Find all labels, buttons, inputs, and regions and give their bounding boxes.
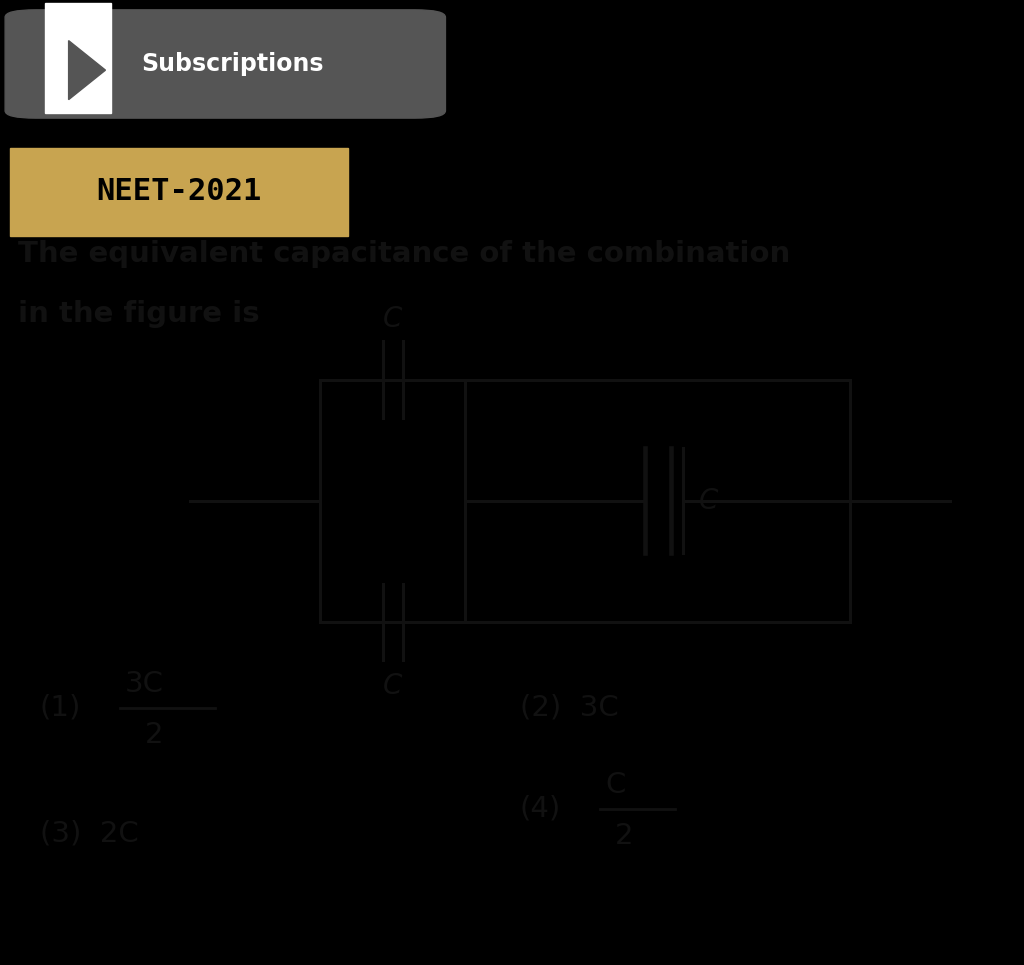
Text: (4): (4) [520, 794, 561, 822]
Text: NEET-2021: NEET-2021 [96, 178, 262, 207]
Text: C: C [605, 771, 626, 799]
Text: C: C [383, 305, 402, 333]
Text: 2: 2 [145, 721, 164, 749]
FancyBboxPatch shape [10, 148, 348, 236]
Text: (3)  2C: (3) 2C [40, 820, 138, 848]
Polygon shape [69, 41, 105, 99]
Text: (1): (1) [40, 694, 81, 722]
FancyBboxPatch shape [45, 3, 111, 113]
Text: 3C: 3C [125, 671, 164, 699]
FancyBboxPatch shape [5, 10, 445, 118]
Text: C: C [698, 486, 718, 514]
Text: C: C [383, 673, 402, 701]
Text: in the figure is: in the figure is [18, 300, 260, 328]
Text: The equivalent capacitance of the combination: The equivalent capacitance of the combin… [18, 239, 791, 267]
Text: 2: 2 [615, 822, 634, 850]
Text: (2)  3C: (2) 3C [520, 694, 618, 722]
Text: Subscriptions: Subscriptions [141, 52, 325, 76]
